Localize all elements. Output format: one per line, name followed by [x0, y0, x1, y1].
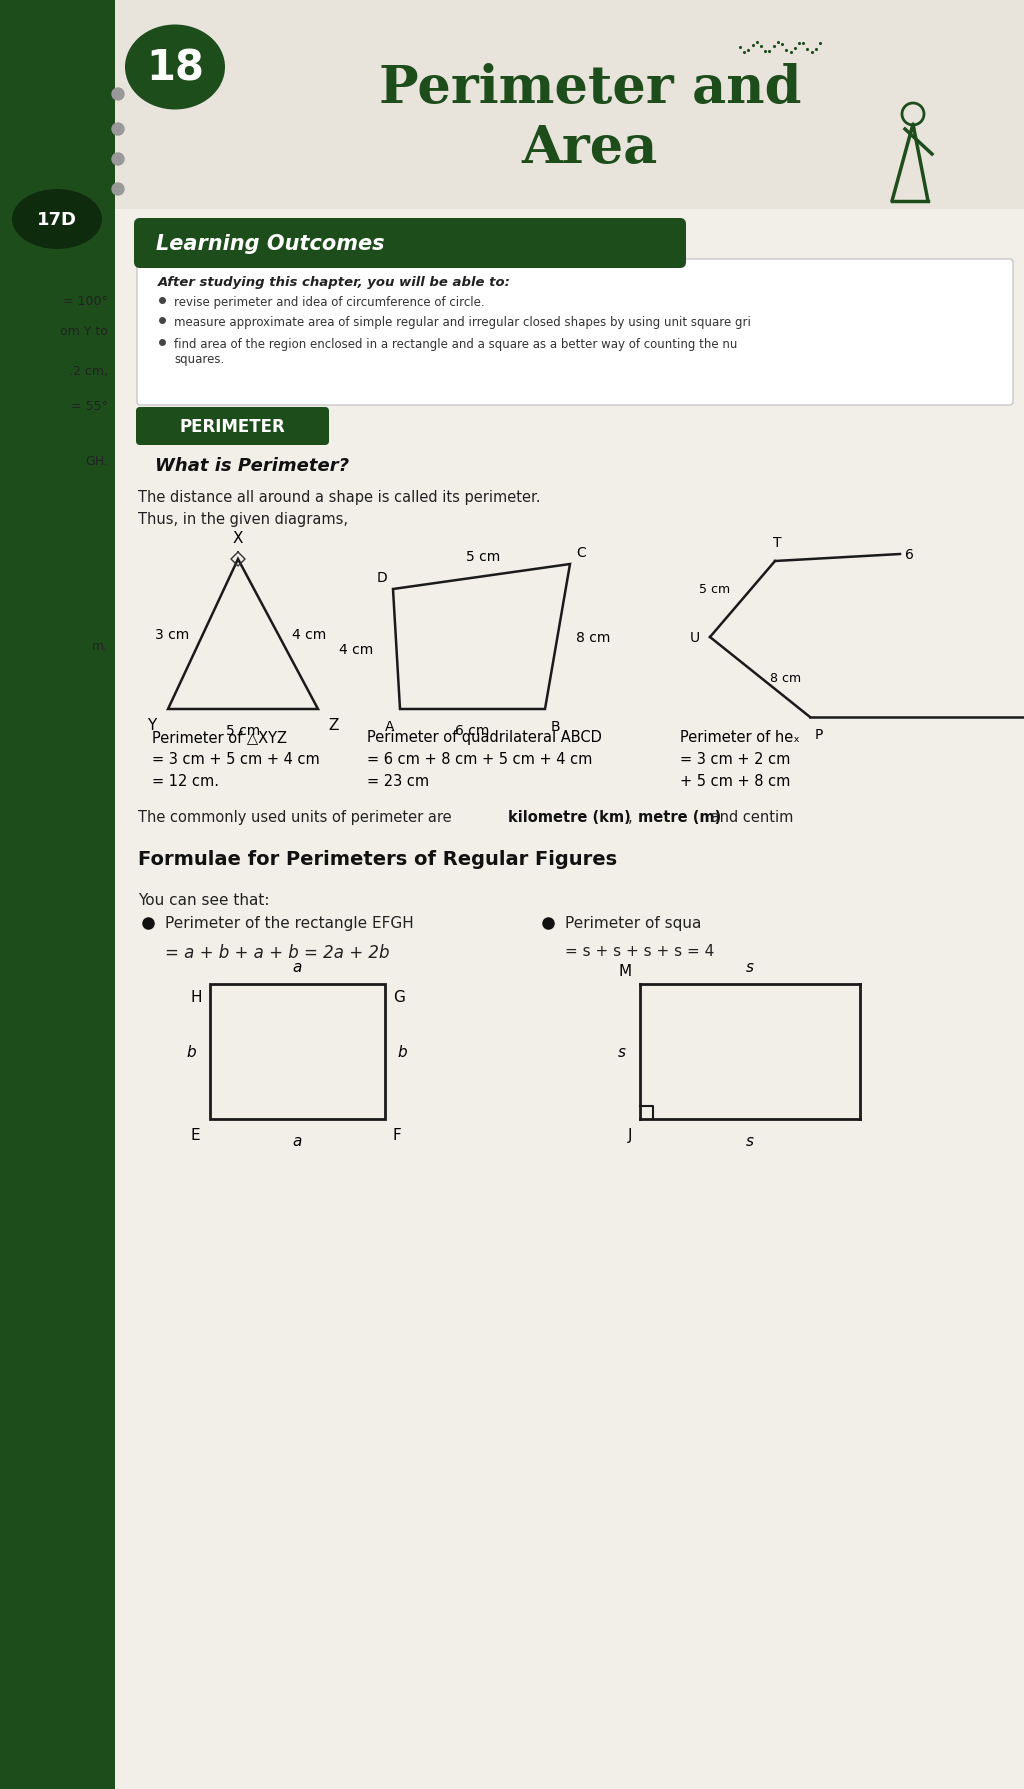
Bar	[115, 0, 1024, 1789]
Text: measure approximate area of simple regular and irregular closed shapes by using : measure approximate area of simple regul…	[174, 317, 751, 329]
FancyBboxPatch shape	[137, 259, 1013, 406]
Text: T: T	[773, 535, 781, 549]
Text: 17D: 17D	[37, 211, 77, 229]
Text: 5 cm: 5 cm	[466, 549, 501, 564]
Text: 6 cm: 6 cm	[456, 723, 489, 737]
Text: = 55°: = 55°	[71, 399, 108, 413]
Text: Perimeter of quadrilateral ABCD: Perimeter of quadrilateral ABCD	[367, 730, 602, 744]
Text: 4 cm: 4 cm	[339, 642, 373, 657]
Text: = 100°: = 100°	[63, 295, 108, 308]
Text: a: a	[293, 1134, 302, 1149]
Circle shape	[112, 154, 124, 166]
Text: = 3 cm + 5 cm + 4 cm: = 3 cm + 5 cm + 4 cm	[152, 751, 319, 766]
Text: a: a	[293, 959, 302, 975]
Text: .2 cm,: .2 cm,	[69, 365, 108, 377]
Text: = 3 cm + 2 cm: = 3 cm + 2 cm	[680, 751, 791, 766]
Text: H: H	[190, 989, 202, 1004]
Text: m.: m.	[92, 640, 108, 653]
Text: U: U	[690, 632, 700, 644]
Text: 3 cm: 3 cm	[155, 628, 189, 642]
Text: om Y to: om Y to	[60, 326, 108, 338]
Text: E: E	[190, 1127, 200, 1143]
Text: PERIMETER: PERIMETER	[179, 419, 285, 437]
Text: = 6 cm + 8 cm + 5 cm + 4 cm: = 6 cm + 8 cm + 5 cm + 4 cm	[367, 751, 592, 766]
Text: After studying this chapter, you will be able to:: After studying this chapter, you will be…	[158, 276, 511, 288]
Text: s: s	[746, 959, 754, 975]
Text: You can see that:: You can see that:	[138, 893, 269, 907]
Circle shape	[112, 184, 124, 195]
Text: 6: 6	[905, 547, 913, 562]
Text: = 12 cm.: = 12 cm.	[152, 773, 219, 789]
FancyBboxPatch shape	[136, 408, 329, 445]
Text: and centim: and centim	[706, 810, 794, 825]
Text: Perimeter of squa: Perimeter of squa	[565, 916, 701, 930]
Text: Perimeter of the rectangle EFGH: Perimeter of the rectangle EFGH	[165, 916, 414, 930]
Text: GH.: GH.	[85, 454, 108, 467]
Text: Learning Outcomes: Learning Outcomes	[156, 234, 384, 254]
Text: s: s	[618, 1045, 626, 1059]
Text: A: A	[384, 719, 394, 733]
Text: M: M	[618, 964, 632, 979]
Text: What is Perimeter?: What is Perimeter?	[155, 456, 349, 474]
Ellipse shape	[125, 25, 225, 111]
Text: The commonly used units of perimeter are: The commonly used units of perimeter are	[138, 810, 457, 825]
Text: Perimeter of heₓ: Perimeter of heₓ	[680, 730, 800, 744]
Text: + 5 cm + 8 cm: + 5 cm + 8 cm	[680, 773, 791, 789]
Text: 18: 18	[146, 47, 204, 89]
Text: 8 cm: 8 cm	[575, 630, 610, 644]
Text: b: b	[186, 1045, 196, 1059]
Text: D: D	[376, 571, 387, 585]
Circle shape	[112, 89, 124, 100]
Text: metre (m): metre (m)	[638, 810, 721, 825]
Text: B: B	[551, 719, 560, 733]
Text: F: F	[393, 1127, 401, 1143]
Text: kilometre (km): kilometre (km)	[508, 810, 631, 825]
Text: find area of the region enclosed in a rectangle and a square as a better way of : find area of the region enclosed in a re…	[174, 338, 737, 365]
Text: revise perimeter and idea of circumference of circle.: revise perimeter and idea of circumferen…	[174, 295, 484, 309]
Text: X: X	[232, 531, 244, 546]
Text: 8 cm: 8 cm	[770, 671, 801, 683]
Text: Formulae for Perimeters of Regular Figures: Formulae for Perimeters of Regular Figur…	[138, 850, 617, 868]
Text: J: J	[628, 1127, 632, 1143]
Text: b: b	[397, 1045, 407, 1059]
Text: 5 cm: 5 cm	[226, 723, 260, 737]
FancyBboxPatch shape	[134, 218, 686, 268]
Text: Area: Area	[522, 122, 658, 174]
Text: Thus, in the given diagrams,: Thus, in the given diagrams,	[138, 512, 348, 526]
Text: s: s	[746, 1134, 754, 1149]
Circle shape	[112, 123, 124, 136]
Text: ,: ,	[628, 810, 637, 825]
Text: Perimeter and: Perimeter and	[379, 63, 801, 113]
Text: Z: Z	[328, 717, 338, 732]
Text: = 23 cm: = 23 cm	[367, 773, 429, 789]
Text: 5 cm: 5 cm	[699, 583, 730, 596]
Text: C: C	[575, 546, 586, 560]
Text: G: G	[393, 989, 404, 1004]
Bar	[115, 0, 1024, 209]
Text: = a + b + a + b = 2a + 2b: = a + b + a + b = 2a + 2b	[165, 943, 389, 961]
Text: The distance all around a shape is called its perimeter.: The distance all around a shape is calle…	[138, 490, 541, 504]
Ellipse shape	[12, 190, 102, 250]
Text: = s + s + s + s = 4: = s + s + s + s = 4	[565, 943, 715, 959]
Text: Perimeter of △XYZ: Perimeter of △XYZ	[152, 730, 287, 744]
Text: 4 cm: 4 cm	[292, 628, 327, 642]
Text: Y: Y	[146, 717, 156, 732]
Text: P: P	[815, 728, 823, 742]
Bar	[0, 0, 115, 1789]
